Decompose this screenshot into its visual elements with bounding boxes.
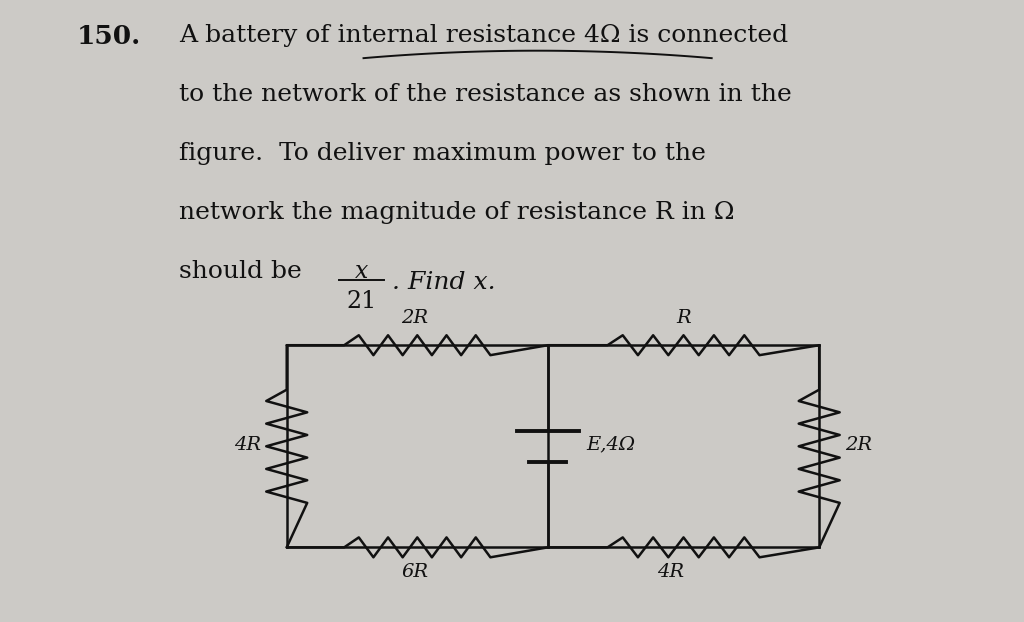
Text: E,4Ω: E,4Ω — [587, 436, 636, 453]
Text: to the network of the resistance as shown in the: to the network of the resistance as show… — [179, 83, 792, 106]
Text: . Find x.: . Find x. — [392, 271, 496, 294]
Text: R: R — [677, 309, 691, 327]
Text: x: x — [354, 260, 369, 283]
Text: 6R: 6R — [401, 563, 428, 581]
Text: 21: 21 — [346, 290, 377, 313]
Text: A battery of internal resistance 4Ω is connected: A battery of internal resistance 4Ω is c… — [179, 24, 788, 47]
Text: 4R: 4R — [234, 436, 261, 453]
Text: 4R: 4R — [657, 563, 684, 581]
Text: should be: should be — [179, 260, 310, 283]
Text: 2R: 2R — [845, 436, 871, 453]
Text: network the magnitude of resistance R in Ω: network the magnitude of resistance R in… — [179, 201, 734, 224]
Text: 2R: 2R — [401, 309, 428, 327]
Text: 150.: 150. — [77, 24, 141, 49]
Text: figure.  To deliver maximum power to the: figure. To deliver maximum power to the — [179, 142, 707, 165]
